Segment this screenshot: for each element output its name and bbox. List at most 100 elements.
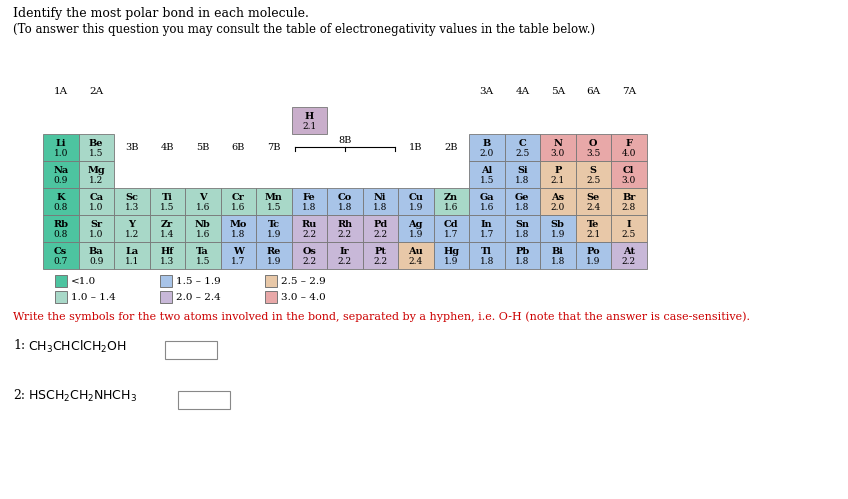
Text: Ti: Ti	[162, 193, 173, 202]
Text: 1.0: 1.0	[89, 230, 103, 239]
Text: Ga: Ga	[479, 193, 494, 202]
Text: 1.8: 1.8	[302, 203, 316, 212]
Text: Cd: Cd	[444, 220, 459, 229]
Bar	[220, 188, 256, 215]
Text: Ba: Ba	[89, 247, 103, 256]
Text: Na: Na	[53, 166, 69, 175]
Text: 2.0 – 2.4: 2.0 – 2.4	[176, 292, 220, 301]
Bar	[327, 188, 362, 215]
Bar	[265, 291, 277, 303]
Bar	[114, 188, 149, 215]
Bar	[469, 242, 505, 269]
Bar	[265, 275, 277, 287]
Text: Se: Se	[587, 193, 600, 202]
Text: Te: Te	[587, 220, 600, 229]
Text: Y: Y	[128, 220, 135, 229]
Text: Identify the most polar bond in each molecule.: Identify the most polar bond in each mol…	[13, 7, 309, 20]
Text: 1.9: 1.9	[409, 230, 423, 239]
Bar	[149, 242, 185, 269]
Text: 1.7: 1.7	[444, 230, 459, 239]
Bar	[178, 391, 230, 409]
Text: 2.5: 2.5	[586, 176, 600, 185]
Text: 2.2: 2.2	[302, 230, 316, 239]
Text: $\mathregular{HSCH_2CH_2NHCH_3}$: $\mathregular{HSCH_2CH_2NHCH_3}$	[28, 389, 137, 404]
Bar	[540, 188, 576, 215]
Bar	[185, 188, 220, 215]
Text: 2.1: 2.1	[550, 176, 565, 185]
Text: Sb: Sb	[551, 220, 565, 229]
Text: Ni: Ni	[374, 193, 387, 202]
Text: Sc: Sc	[126, 193, 138, 202]
Bar	[160, 275, 172, 287]
Text: <1.0: <1.0	[71, 276, 97, 285]
Bar	[398, 242, 433, 269]
Bar	[576, 242, 611, 269]
Text: 2.2: 2.2	[373, 257, 388, 266]
Bar	[43, 161, 79, 188]
Text: Pd: Pd	[373, 220, 388, 229]
Text: 1.5 – 1.9: 1.5 – 1.9	[176, 276, 220, 285]
Text: C: C	[518, 139, 526, 148]
Text: At: At	[622, 247, 635, 256]
Text: 0.8: 0.8	[53, 230, 68, 239]
Bar	[256, 188, 292, 215]
Text: In: In	[481, 220, 493, 229]
Bar	[505, 215, 540, 242]
Bar	[469, 188, 505, 215]
Text: 3.5: 3.5	[586, 149, 600, 158]
Bar	[433, 242, 469, 269]
Bar	[540, 215, 576, 242]
Text: Cu: Cu	[409, 193, 423, 202]
Text: 2.4: 2.4	[409, 257, 423, 266]
Text: 2.8: 2.8	[622, 203, 636, 212]
Bar	[220, 215, 256, 242]
Text: Ta: Ta	[197, 247, 209, 256]
Bar	[165, 341, 217, 359]
Text: 2.1: 2.1	[302, 122, 316, 131]
Text: 2.2: 2.2	[338, 230, 352, 239]
Text: Po: Po	[587, 247, 600, 256]
Bar	[540, 134, 576, 161]
Text: 2.5 – 2.9: 2.5 – 2.9	[281, 276, 326, 285]
Text: 1.8: 1.8	[231, 230, 245, 239]
Text: 1.6: 1.6	[196, 203, 210, 212]
Bar	[114, 242, 149, 269]
Text: 1B: 1B	[409, 143, 422, 152]
Text: Rh: Rh	[338, 220, 352, 229]
Text: 5B: 5B	[196, 143, 209, 152]
Bar	[55, 275, 67, 287]
Text: 5A: 5A	[550, 86, 565, 95]
Text: 1.1: 1.1	[125, 257, 139, 266]
Bar	[220, 242, 256, 269]
Text: O: O	[589, 139, 598, 148]
Text: Fe: Fe	[303, 193, 315, 202]
Bar	[505, 161, 540, 188]
Text: 6B: 6B	[232, 143, 245, 152]
Text: 1.8: 1.8	[373, 203, 388, 212]
Text: Cr: Cr	[232, 193, 245, 202]
Text: Tc: Tc	[268, 220, 280, 229]
Bar	[114, 215, 149, 242]
Bar	[149, 215, 185, 242]
Text: Cs: Cs	[54, 247, 67, 256]
Bar	[576, 161, 611, 188]
Bar	[505, 242, 540, 269]
Bar	[149, 188, 185, 215]
Bar	[362, 242, 398, 269]
Text: F: F	[625, 139, 633, 148]
Text: Ir: Ir	[340, 247, 349, 256]
Text: N: N	[553, 139, 562, 148]
Bar	[611, 161, 646, 188]
Text: Hg: Hg	[444, 247, 460, 256]
Text: B: B	[483, 139, 491, 148]
Text: 7B: 7B	[267, 143, 281, 152]
Text: Ag: Ag	[409, 220, 423, 229]
Bar	[79, 134, 114, 161]
Text: Pt: Pt	[374, 247, 386, 256]
Text: 2.1: 2.1	[586, 230, 600, 239]
Text: Ge: Ge	[515, 193, 529, 202]
Text: P: P	[554, 166, 561, 175]
Text: Nb: Nb	[195, 220, 210, 229]
Text: Ru: Ru	[302, 220, 317, 229]
Text: Be: Be	[89, 139, 103, 148]
